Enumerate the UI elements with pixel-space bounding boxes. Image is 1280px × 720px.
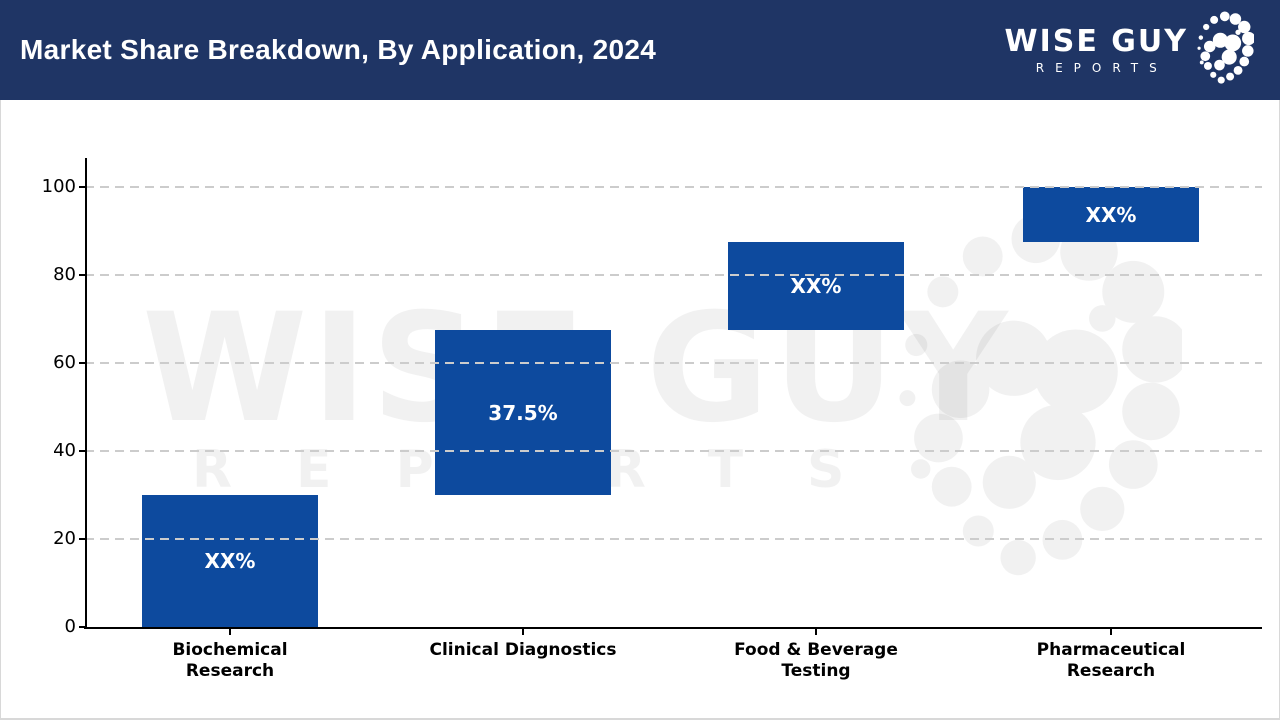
watermark-wordmark: WISE GUY [142,282,1012,456]
bar-label-box: XX% [142,495,318,627]
brand-subtitle: REPORTS [1035,60,1168,75]
bar-label-box: 37.5% [435,330,611,495]
x-axis-tick [522,629,524,635]
bar-segment [728,242,904,330]
x-axis-tick [815,629,817,635]
x-axis-category-label: Pharmaceutical Research [1036,640,1186,681]
bar-label-box: XX% [1023,187,1199,242]
logo-dotted-head-icon [1197,11,1254,84]
gridline [85,362,1262,364]
bar-label-box: XX% [728,242,904,330]
bar-value-label: XX% [790,274,842,298]
y-axis-tick-label: 80 [53,264,76,285]
gridline [85,450,1262,452]
y-axis-tick-label: 100 [41,176,76,197]
bar-segment [142,495,318,627]
y-axis-tick-label: 0 [64,616,76,637]
brand-logo: WISE GUY REPORTS [1004,11,1254,89]
x-axis-tick [229,629,231,635]
y-axis-tick [79,274,85,276]
watermark-subtitle: REPORTS [192,440,909,500]
bar-segment [1023,187,1199,242]
x-axis-category-label: Food & Beverage Testing [734,640,898,681]
bottom-edge-line [0,718,1280,720]
bar-value-label: XX% [204,549,256,573]
y-axis-tick [79,186,85,188]
y-axis-tick-label: 60 [53,352,76,373]
x-axis-category-label: Biochemical Research [172,640,288,681]
x-axis-tick [1110,629,1112,635]
y-axis-tick [79,538,85,540]
y-axis-tick-label: 40 [53,440,76,461]
y-axis-tick [79,450,85,452]
x-axis-category-label: Clinical Diagnostics [429,640,617,660]
gridline [85,186,1262,188]
y-axis-tick [79,626,85,628]
page-title: Market Share Breakdown, By Application, … [20,34,657,65]
left-edge-line [0,100,1,720]
header-band: Market Share Breakdown, By Application, … [0,0,1280,100]
bar-value-label: 37.5% [488,400,558,425]
brand-wordmark: WISE GUY [1004,23,1188,59]
y-axis-tick-label: 20 [53,528,76,549]
y-axis-tick [79,362,85,364]
bar-segment [435,330,611,495]
bar-value-label: XX% [1085,202,1137,227]
watermark-dotted-head-icon [899,214,1182,576]
gridline [85,274,1262,276]
y-axis-line [85,158,87,629]
gridline [85,538,1262,540]
x-axis-line [84,627,1262,629]
